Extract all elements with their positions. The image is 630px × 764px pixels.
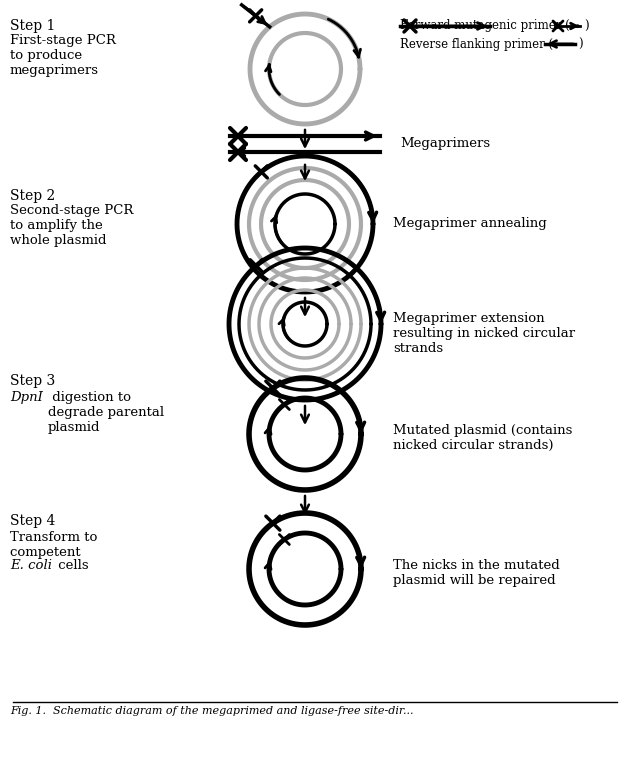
Text: Step 1: Step 1 (10, 19, 55, 33)
Text: ): ) (584, 20, 588, 33)
Text: Forward mutagenic primer (: Forward mutagenic primer ( (400, 19, 570, 32)
Text: digestion to
degrade parental
plasmid: digestion to degrade parental plasmid (48, 391, 164, 434)
Text: Second-stage PCR
to amplify the
whole plasmid: Second-stage PCR to amplify the whole pl… (10, 204, 134, 247)
Text: Step 4: Step 4 (10, 514, 55, 528)
Text: DpnI: DpnI (10, 391, 43, 404)
Text: Mutated plasmid (contains
nicked circular strands): Mutated plasmid (contains nicked circula… (393, 424, 573, 452)
Text: Step 3: Step 3 (10, 374, 55, 388)
Text: Reverse flanking primer (: Reverse flanking primer ( (400, 38, 553, 51)
Text: ): ) (578, 37, 583, 50)
Text: Transform to
competent: Transform to competent (10, 531, 98, 559)
Text: Fig. 1.  Schematic diagram of the megaprimed and ligase-free site-dir...: Fig. 1. Schematic diagram of the megapri… (10, 706, 413, 716)
Text: Step 2: Step 2 (10, 189, 55, 203)
Text: Megaprimers: Megaprimers (400, 138, 490, 151)
Text: Megaprimer extension
resulting in nicked circular
strands: Megaprimer extension resulting in nicked… (393, 312, 575, 355)
Text: Megaprimer annealing: Megaprimer annealing (393, 218, 547, 231)
Text: First-stage PCR
to produce
megaprimers: First-stage PCR to produce megaprimers (10, 34, 116, 77)
Text: The nicks in the mutated
plasmid will be repaired: The nicks in the mutated plasmid will be… (393, 559, 559, 587)
Text: E. coli: E. coli (10, 559, 52, 572)
Text: cells: cells (54, 559, 89, 572)
